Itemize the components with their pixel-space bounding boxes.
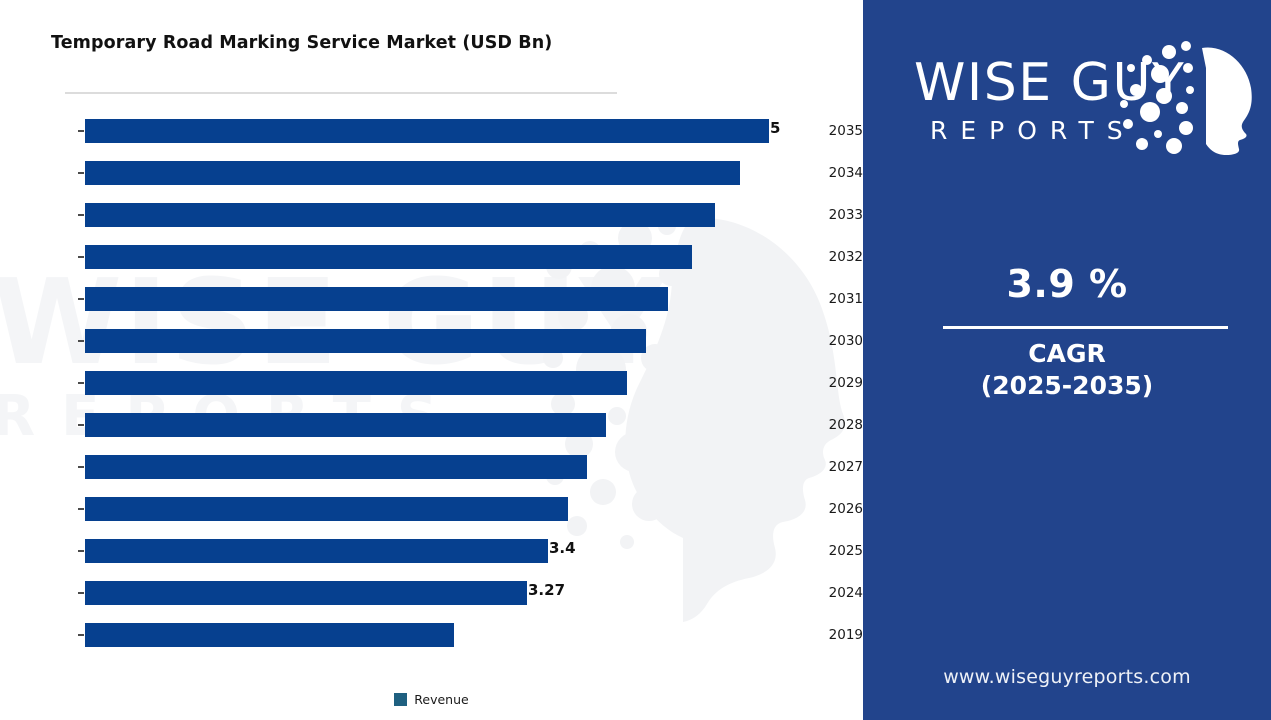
- bar-2019[interactable]: [85, 623, 454, 647]
- bar-fill: [85, 371, 627, 395]
- y-axis-tick: [78, 466, 84, 468]
- bar-value-label-2025: 3.4: [549, 539, 576, 557]
- bar-row: 2028: [0, 410, 863, 440]
- bar-fill: [85, 329, 646, 353]
- brand-panel: WISE GUY REPORTS: [863, 0, 1271, 720]
- bar-row: 2035 5: [0, 116, 863, 146]
- bar-2031[interactable]: [85, 287, 668, 311]
- cagr-period: (2025-2035): [980, 370, 1154, 400]
- y-axis-tick: [78, 172, 84, 174]
- bar-row: 2026: [0, 494, 863, 524]
- bar-2030[interactable]: [85, 329, 646, 353]
- bar-row: 2030: [0, 326, 863, 356]
- y-axis-tick: [78, 550, 84, 552]
- bar-row: 2033: [0, 200, 863, 230]
- bar-fill: [85, 581, 527, 605]
- y-axis-tick: [78, 382, 84, 384]
- bar-2032[interactable]: [85, 245, 692, 269]
- bar-2026[interactable]: [85, 497, 568, 521]
- y-axis-tick: [78, 424, 84, 426]
- bar-fill: [85, 203, 715, 227]
- y-axis-tick: [78, 508, 84, 510]
- bar-row: 2027: [0, 452, 863, 482]
- bar-2029[interactable]: [85, 371, 627, 395]
- y-axis-label-2033: 2033: [828, 207, 863, 223]
- legend-swatch-revenue: [394, 693, 408, 706]
- y-axis-label-2026: 2026: [828, 501, 863, 517]
- bar-value-label-2024: 3.27: [528, 581, 566, 599]
- svg-text:REPORTS: REPORTS: [930, 116, 1136, 145]
- svg-text:WISE GUY: WISE GUY: [914, 53, 1185, 113]
- bar-fill: [85, 287, 668, 311]
- bar-2024[interactable]: [85, 581, 527, 605]
- bar-row: 2031: [0, 284, 863, 314]
- bar-row: 2024 3.27: [0, 578, 863, 608]
- chart-pane: WISE GUY REPORTS: [0, 33, 863, 707]
- bar-fill: [85, 245, 692, 269]
- cagr-divider: [943, 326, 1228, 329]
- y-axis-tick: [78, 340, 84, 342]
- bar-plot-area: 2035 5 2034 2033 2032 2031 2030 2029 2028 2027 202…: [0, 116, 863, 650]
- chart-title: Temporary Road Marking Service Market (U…: [51, 33, 553, 53]
- bar-2034[interactable]: [85, 161, 740, 185]
- y-axis-label-2025: 2025: [828, 543, 863, 559]
- bar-2027[interactable]: [85, 455, 587, 479]
- bar-2025[interactable]: [85, 539, 548, 563]
- bar-2035[interactable]: [85, 119, 769, 143]
- bar-fill: [85, 119, 769, 143]
- y-axis-label-2027: 2027: [828, 459, 863, 475]
- bar-fill: [85, 539, 548, 563]
- wiseguy-reports-logo: WISE GUY REPORTS: [910, 38, 1255, 156]
- bar-value-label-2035: 5: [770, 119, 781, 137]
- bar-fill: [85, 413, 606, 437]
- bar-row: 2025 3.4: [0, 536, 863, 566]
- bar-2028[interactable]: [85, 413, 606, 437]
- y-axis-label-2034: 2034: [828, 165, 863, 181]
- cagr-value: 3.9 %: [1006, 262, 1128, 306]
- website-url: www.wiseguyreports.com: [943, 666, 1191, 688]
- legend-label-revenue: Revenue: [414, 692, 469, 707]
- title-divider: [65, 92, 617, 94]
- bar-fill: [85, 623, 454, 647]
- bar-row: 2019: [0, 620, 863, 650]
- y-axis-tick: [78, 592, 84, 594]
- y-axis-label-2029: 2029: [828, 375, 863, 391]
- y-axis-label-2035: 2035: [828, 123, 863, 139]
- y-axis-label-2030: 2030: [828, 333, 863, 349]
- cagr-label: CAGR: [1028, 339, 1106, 368]
- y-axis-tick: [78, 130, 84, 132]
- bar-row: 2034: [0, 158, 863, 188]
- y-axis-tick: [78, 256, 84, 258]
- bar-2033[interactable]: [85, 203, 715, 227]
- y-axis-label-2019: 2019: [828, 627, 863, 643]
- y-axis-tick: [78, 298, 84, 300]
- y-axis-label-2024: 2024: [828, 585, 863, 601]
- cagr-caption: CAGR (2025-2035): [863, 338, 1271, 401]
- y-axis-label-2028: 2028: [828, 417, 863, 433]
- y-axis-label-2032: 2032: [828, 249, 863, 265]
- bar-fill: [85, 497, 568, 521]
- bar-row: 2032: [0, 242, 863, 272]
- y-axis-tick: [78, 634, 84, 636]
- y-axis-label-2031: 2031: [828, 291, 863, 307]
- bar-fill: [85, 161, 740, 185]
- y-axis-tick: [78, 214, 84, 216]
- bar-fill: [85, 455, 587, 479]
- chart-legend: Revenue: [0, 692, 863, 707]
- bar-row: 2029: [0, 368, 863, 398]
